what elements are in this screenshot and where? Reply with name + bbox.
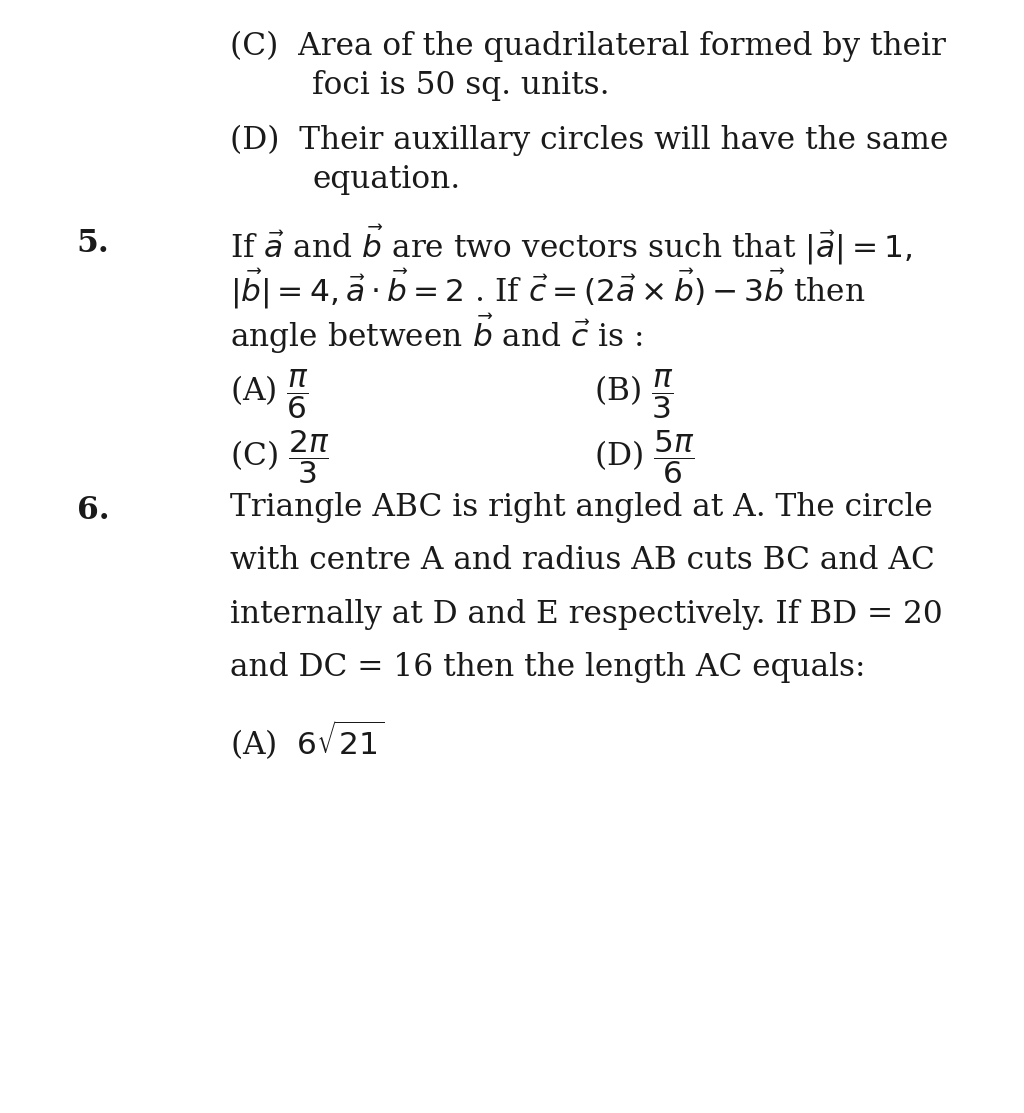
Text: and DC = 16 then the length AC equals:: and DC = 16 then the length AC equals: xyxy=(230,652,866,683)
Text: (C)  Area of the quadrilateral formed by their: (C) Area of the quadrilateral formed by … xyxy=(230,31,946,62)
Text: (A) $\dfrac{\pi}{6}$: (A) $\dfrac{\pi}{6}$ xyxy=(230,367,309,421)
Text: $|\vec{b}| = 4, \vec{a} \cdot \vec{b} = 2$ . If $\vec{c} = (2\vec{a} \times \vec: $|\vec{b}| = 4, \vec{a} \cdot \vec{b} = … xyxy=(230,267,866,312)
Text: foci is 50 sq. units.: foci is 50 sq. units. xyxy=(312,70,610,101)
Text: with centre A and radius AB cuts BC and AC: with centre A and radius AB cuts BC and … xyxy=(230,545,935,577)
Text: (D)  Their auxillary circles will have the same: (D) Their auxillary circles will have th… xyxy=(230,125,949,156)
Text: (A)  $6\sqrt{21}$: (A) $6\sqrt{21}$ xyxy=(230,718,385,761)
Text: (D) $\dfrac{5\pi}{6}$: (D) $\dfrac{5\pi}{6}$ xyxy=(594,429,694,486)
Text: equation.: equation. xyxy=(312,164,461,195)
Text: angle between $\vec{b}$ and $\vec{c}$ is :: angle between $\vec{b}$ and $\vec{c}$ is… xyxy=(230,312,643,356)
Text: 5.: 5. xyxy=(77,228,110,259)
Text: If $\vec{a}$ and $\vec{b}$ are two vectors such that $|\vec{a}| = 1,$: If $\vec{a}$ and $\vec{b}$ are two vecto… xyxy=(230,223,912,267)
Text: (C) $\dfrac{2\pi}{3}$: (C) $\dfrac{2\pi}{3}$ xyxy=(230,429,330,486)
Text: internally at D and E respectively. If BD = 20: internally at D and E respectively. If B… xyxy=(230,599,943,630)
Text: Triangle ABC is right angled at A. The circle: Triangle ABC is right angled at A. The c… xyxy=(230,492,933,523)
Text: (B) $\dfrac{\pi}{3}$: (B) $\dfrac{\pi}{3}$ xyxy=(594,367,674,421)
Text: 6.: 6. xyxy=(77,495,110,526)
